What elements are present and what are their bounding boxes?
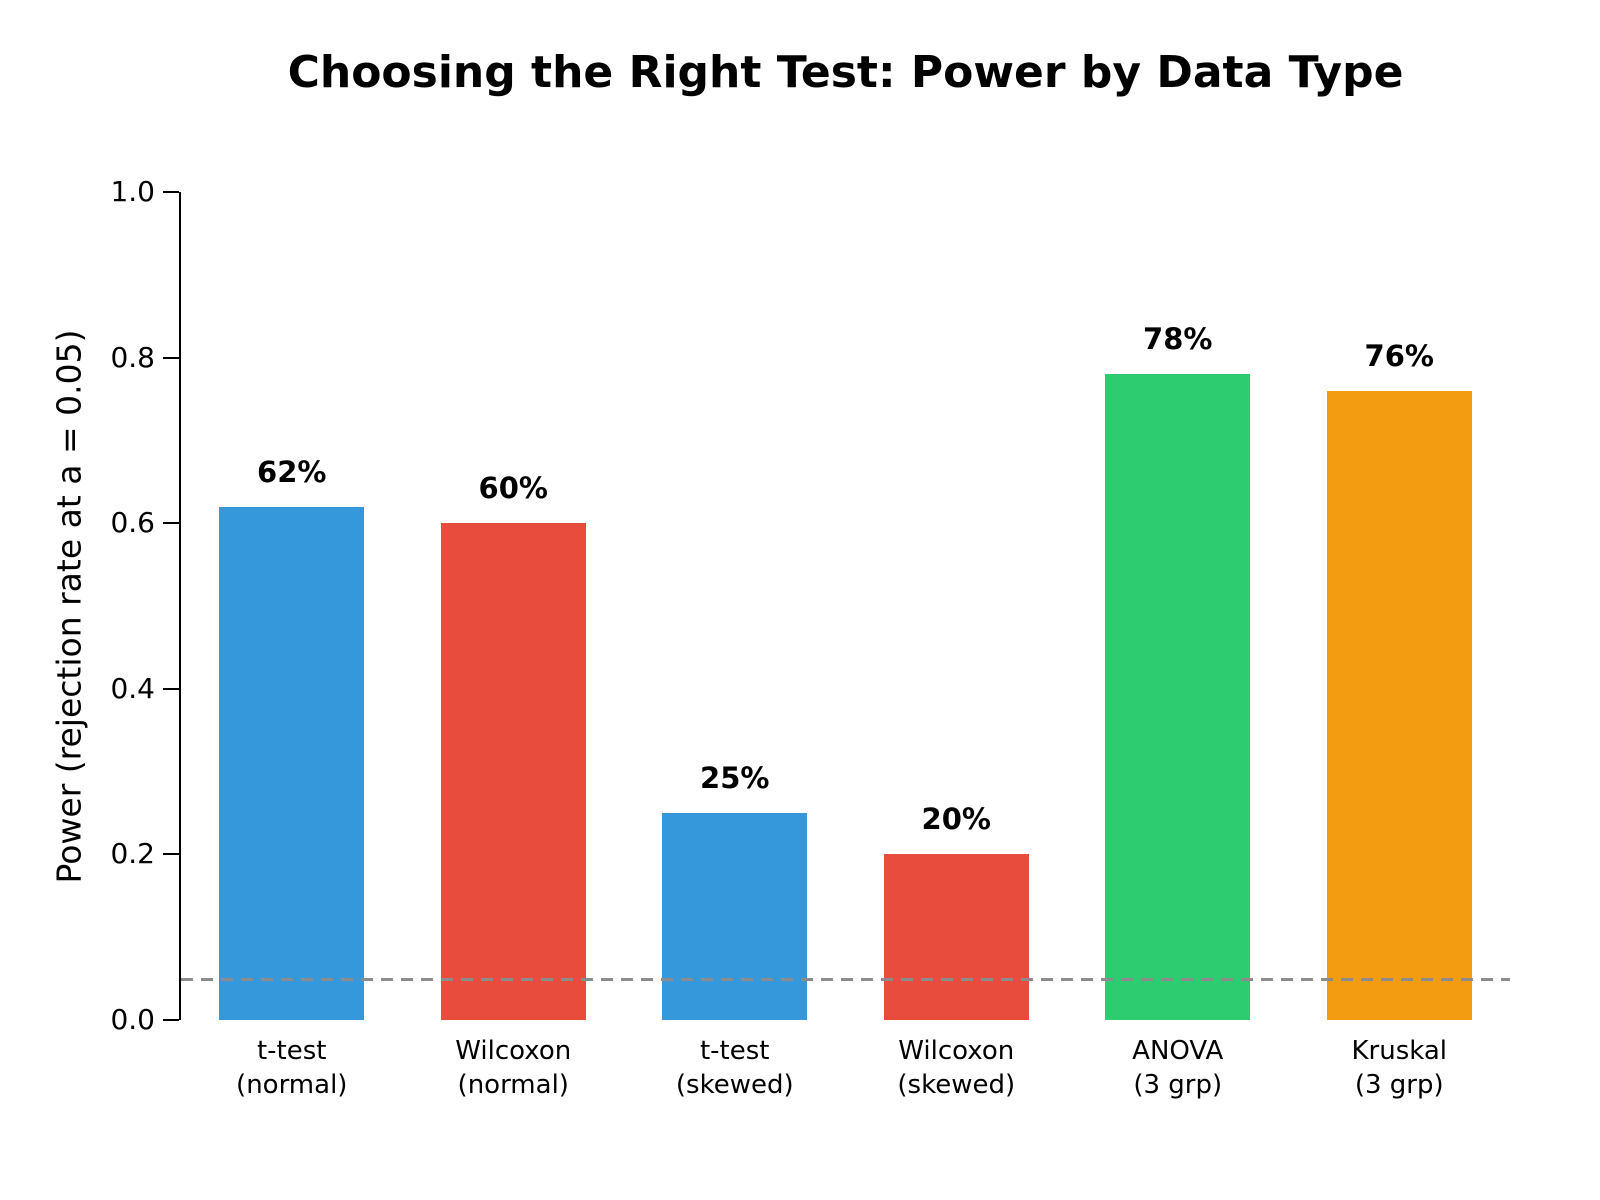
chart-title: Choosing the Right Test: Power by Data T… [287,47,1404,98]
x-tick-label: t-test (normal) [181,1034,403,1102]
x-tick-label-line: Wilcoxon [455,1036,572,1066]
plot-area: 0.0 0.2 0.4 0.6 0.8 1.0 62% t-test (normal) 60% Wi… [110,176,1510,1100]
y-tick-mark [163,356,179,359]
x-tick-label: Kruskal (3 grp) [1289,1034,1511,1102]
x-tick-label-line: (normal) [457,1070,569,1100]
bar-value-label: 76% [1364,338,1434,373]
y-tick-label: 1.0 [110,175,155,208]
y-axis-spine [179,192,181,1020]
bar-value-label: 62% [257,454,327,489]
x-tick-label: t-test (skewed) [624,1034,846,1102]
y-axis-label-text: Power (rejection rate at a = 0.05) [49,329,89,883]
y-tick-mark [163,1019,179,1021]
x-tick-label: ANOVA (3 grp) [1067,1034,1289,1102]
x-tick-label-line: ANOVA [1132,1036,1224,1066]
bar-wilcoxon-normal [440,523,586,1020]
bar-value-label: 25% [700,761,770,795]
y-tick-mark [163,522,179,525]
x-tick-label: Wilcoxon (normal) [403,1034,625,1102]
bar-value-label: 60% [478,471,548,506]
x-tick-label-line: Kruskal [1351,1036,1448,1066]
bar-value-label: 78% [1143,322,1213,357]
y-axis-label: Power (rejection rate at a = 0.05) [36,192,102,1020]
bar-t-test-skewed [662,813,808,1020]
y-tick-mark [163,853,179,856]
x-tick-label-line: (3 grp) [1133,1070,1223,1100]
bar-t-test-normal [219,506,365,1020]
x-tick-label: Wilcoxon (skewed) [846,1034,1068,1102]
x-tick-label-line: (skewed) [897,1070,1016,1100]
bar-anova-3-grp [1105,374,1251,1020]
x-tick-label-line: (normal) [236,1070,348,1100]
x-tick-label-line: Wilcoxon [898,1036,1015,1066]
y-tick-label: 0.4 [110,671,155,705]
y-tick-mark [163,191,179,193]
alpha-reference-line [181,977,1510,981]
x-tick-label-line: t-test [699,1036,770,1066]
bar-value-label: 20% [921,802,991,837]
x-tick-label-line: (skewed) [675,1070,794,1100]
bar-wilcoxon-skewed [883,854,1029,1020]
x-tick-label-line: t-test [256,1036,327,1066]
y-tick-mark [163,687,179,690]
y-tick-label: 0.6 [110,506,155,540]
y-tick-label: 0.8 [110,340,155,374]
y-tick-label: 0.0 [110,1003,155,1036]
y-tick-label: 0.2 [110,837,155,871]
bar-kruskal-3-grp [1326,390,1472,1020]
x-tick-label-line: (3 grp) [1354,1070,1444,1100]
